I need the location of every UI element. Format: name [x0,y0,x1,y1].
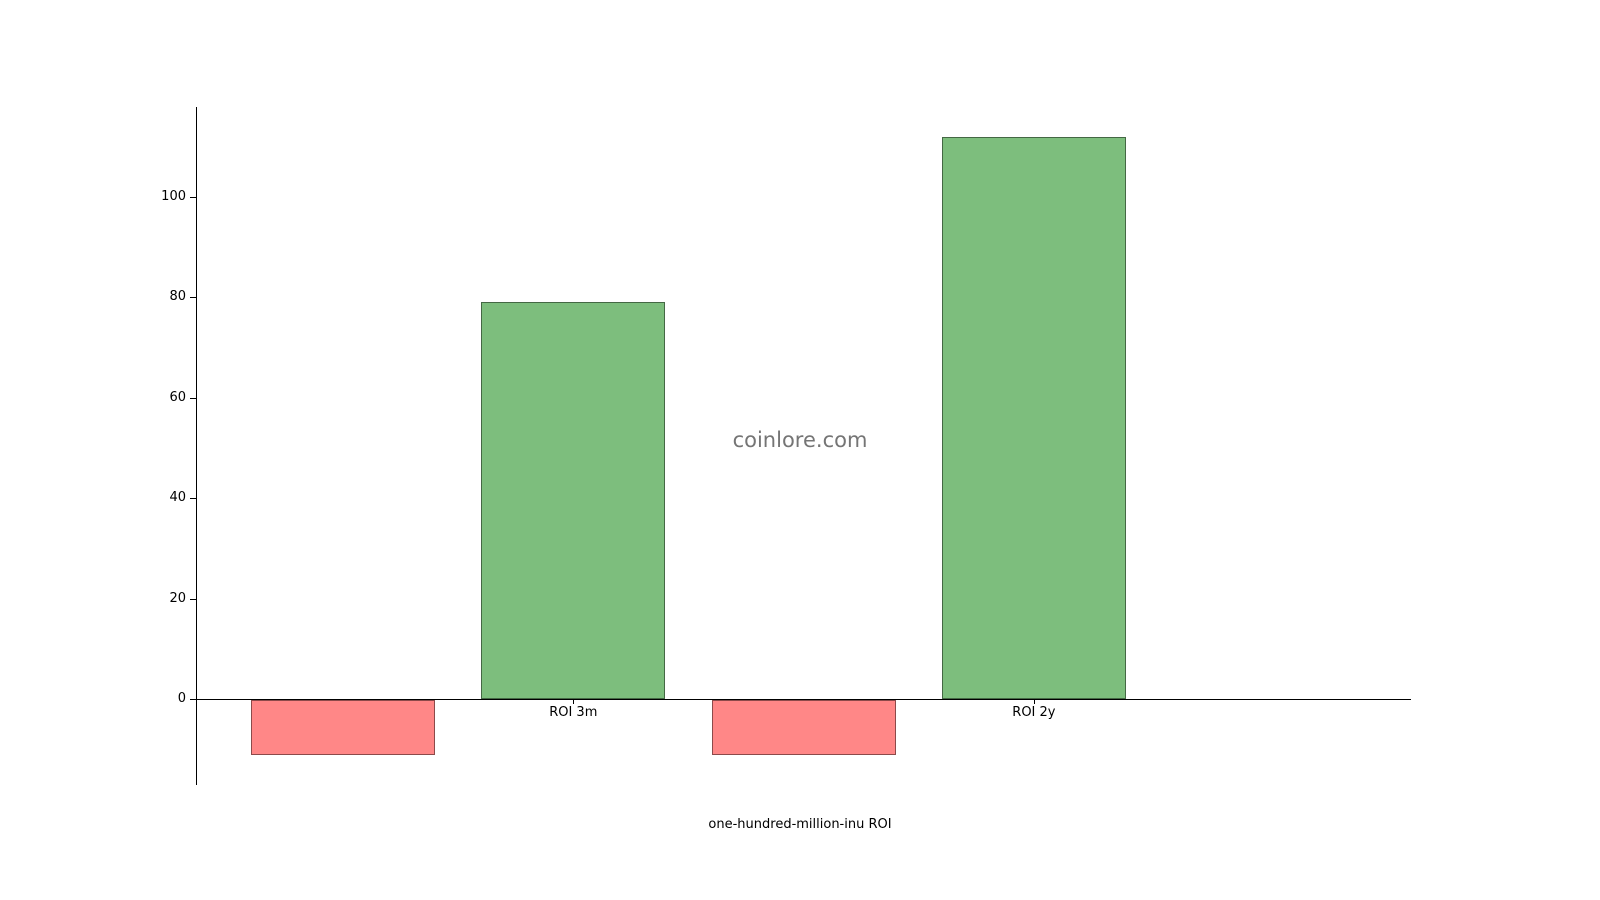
y-tick-label: 0 [177,691,186,706]
y-axis-line [196,107,197,785]
roi-bar-3m [481,302,666,699]
x-tick-mark [573,699,575,704]
y-tick-mark [190,397,196,399]
y-tick-mark [190,197,196,198]
y-tick-label: 80 [169,289,186,305]
x-axis-line [196,699,1411,700]
y-tick-mark [190,598,196,600]
roi-bar-2y [941,136,1126,699]
x-tick-label: ROI 3m [549,705,598,720]
y-tick-mark [190,297,196,299]
x-tick-label: ROI 2y [1012,705,1056,720]
y-tick-label: 20 [169,590,186,606]
x-tick-mark [1033,699,1035,704]
roi-bar-3 [711,700,896,756]
y-tick-mark [190,498,196,500]
roi-bar-1 [251,700,435,756]
y-tick-label: 60 [169,389,186,405]
y-tick-label: 40 [169,490,186,506]
chart-title: one-hundred-million-inu ROI [708,817,892,832]
y-tick-mark [190,699,196,700]
y-tick-label: 100 [161,189,186,204]
watermark-text: coinlore.com [732,428,868,452]
